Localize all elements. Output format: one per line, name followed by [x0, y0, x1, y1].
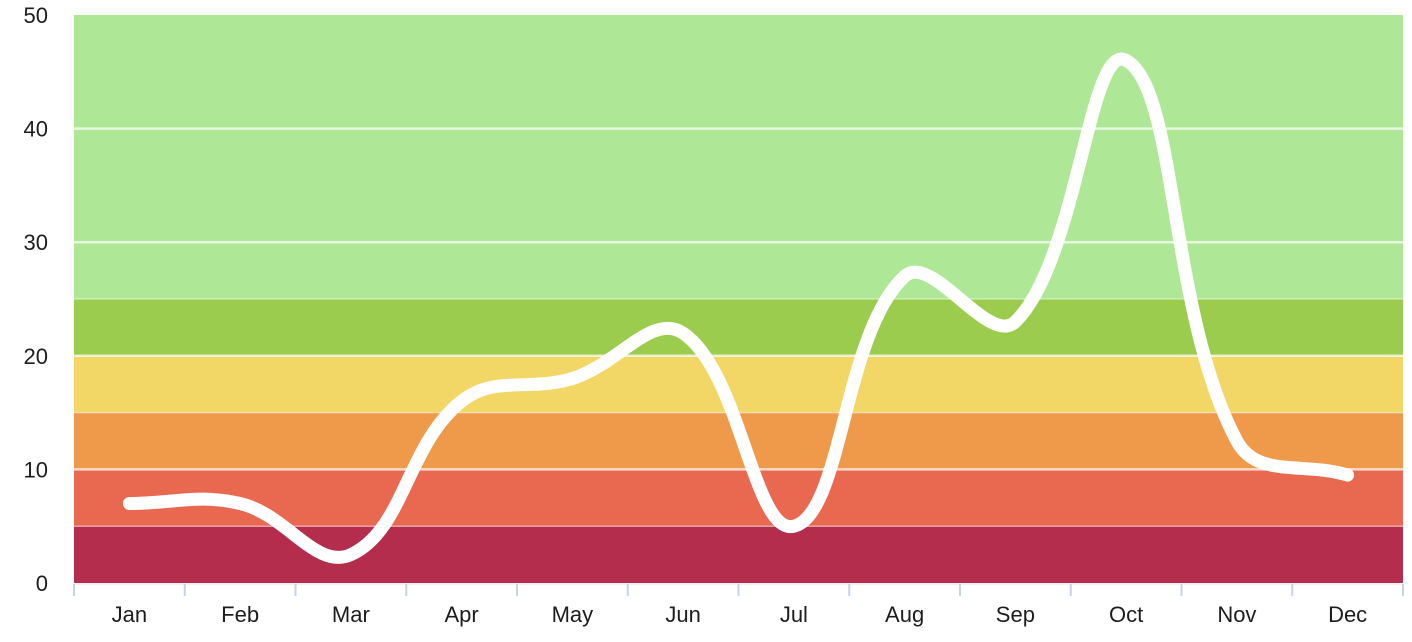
x-axis-label-feb: Feb: [221, 602, 259, 627]
x-axis-label-jul: Jul: [780, 602, 808, 627]
threshold-band-25-50: [74, 15, 1403, 299]
threshold-band-0-5: [74, 526, 1403, 583]
x-axis-label-oct: Oct: [1109, 602, 1143, 627]
y-axis-label-0: 0: [36, 571, 48, 596]
threshold-band-15-20: [74, 355, 1403, 413]
x-axis-label-jan: Jan: [112, 602, 147, 627]
y-axis-label-50: 50: [24, 3, 48, 28]
y-axis-label-20: 20: [24, 344, 48, 369]
data-line-monthly-value: [122, 52, 1355, 564]
x-axis-label-sep: Sep: [996, 602, 1035, 627]
x-axis-label-aug: Aug: [885, 602, 924, 627]
threshold-band-20-25: [74, 299, 1403, 356]
x-axis-label-nov: Nov: [1217, 602, 1256, 627]
x-axis-label-apr: Apr: [445, 602, 479, 627]
y-axis-label-10: 10: [24, 457, 48, 482]
y-axis-label-40: 40: [24, 117, 48, 142]
x-axis-label-jun: Jun: [665, 602, 700, 627]
x-axis-label-dec: Dec: [1328, 602, 1367, 627]
x-axis-label-may: May: [552, 602, 594, 627]
threshold-band-5-10: [74, 469, 1403, 527]
y-axis-label-30: 30: [24, 230, 48, 255]
x-axis-label-mar: Mar: [332, 602, 370, 627]
